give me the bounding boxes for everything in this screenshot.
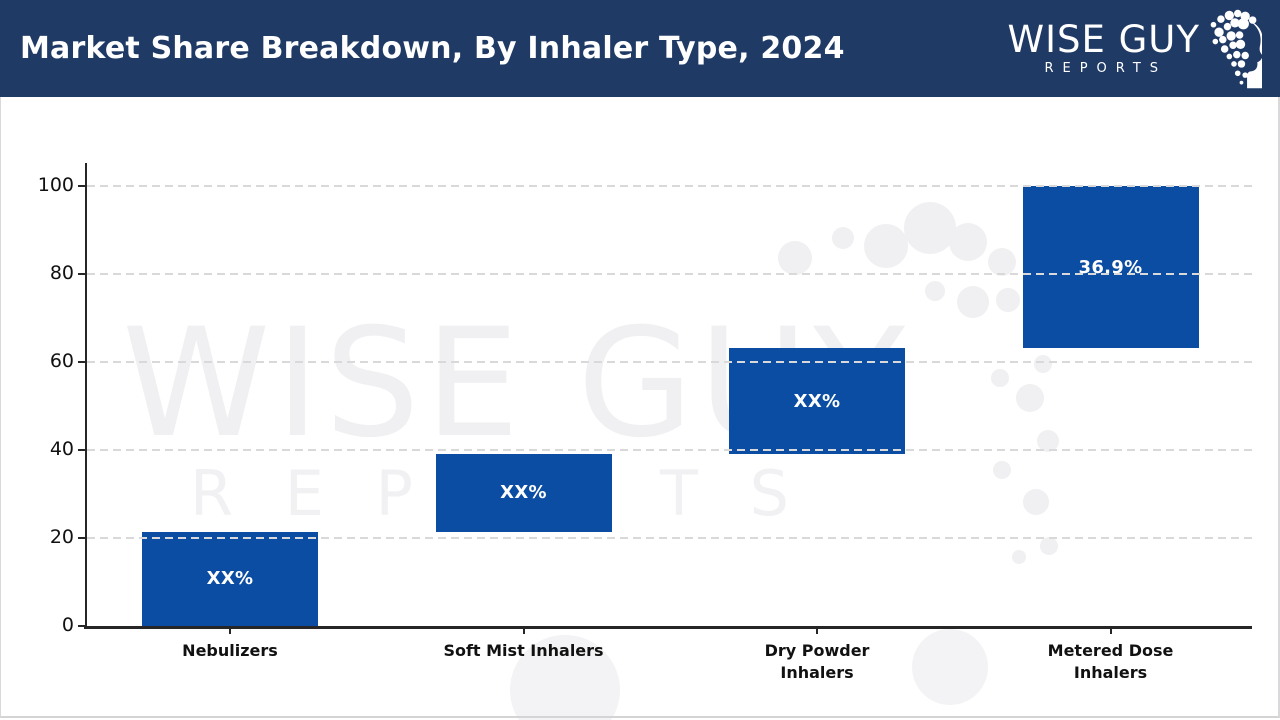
page-title: Market Share Breakdown, By Inhaler Type,… [20,31,845,66]
header-bar: Market Share Breakdown, By Inhaler Type,… [0,0,1280,97]
y-tick-100 [78,185,86,187]
chart-area: WISE GUY R E P O R T S 020406080100XX%XX… [0,97,1280,720]
y-tick-60 [78,361,86,363]
bar-value-label: XX% [206,568,254,590]
left-edge-line [0,97,1,717]
watermark-head-dots [510,202,1059,720]
bar-soft-mist-inhalers: XX% [435,453,612,532]
bar-value-label: XX% [500,482,547,504]
logo-head-icon [1210,9,1262,88]
y-tick-label-100: 100 [37,174,74,196]
y-tick-40 [78,449,86,451]
y-tick-label-40: 40 [49,438,74,460]
y-tick-label-20: 20 [49,526,74,548]
x-category-label-2: Dry Powder Inhalers [764,641,870,682]
y-tick-0 [78,625,86,627]
y-tick-label-80: 80 [49,262,74,284]
gridline-40 [87,449,1252,451]
y-tick-80 [78,273,86,275]
bar-nebulizers: XX% [142,531,318,626]
right-edge-line [1278,97,1280,717]
bar-value-label: 36.9% [1078,256,1143,278]
y-tick-label-0: 0 [61,614,74,636]
bottom-edge-line [0,716,1280,718]
x-axis-line [84,626,1252,629]
y-axis-line [85,163,87,628]
gridline-80 [87,273,1252,275]
x-tick-3 [1109,628,1112,634]
bar-metered-dose-inhalers: 36.9% [1022,186,1199,349]
x-tick-0 [229,628,231,634]
x-category-label-1: Soft Mist Inhalers [443,641,604,660]
bar-dry-powder-inhalers: XX% [729,348,905,454]
logo-text-reports: REPORTS [1044,61,1168,76]
x-category-label-3: Metered Dose Inhalers [1047,641,1174,682]
y-tick-20 [78,537,86,539]
gridline-60 [87,361,1252,363]
bar-value-label: XX% [793,390,841,412]
gridline-20 [87,537,1252,539]
logo-text-wise-guy: WISE GUY [1007,18,1200,61]
gridline-100 [87,185,1252,187]
x-category-label-0: Nebulizers [182,641,278,660]
x-tick-1 [522,628,525,634]
x-tick-2 [816,628,818,634]
wiseguy-logo: WISE GUY REPORTS [1008,9,1262,89]
y-tick-label-60: 60 [49,350,74,372]
